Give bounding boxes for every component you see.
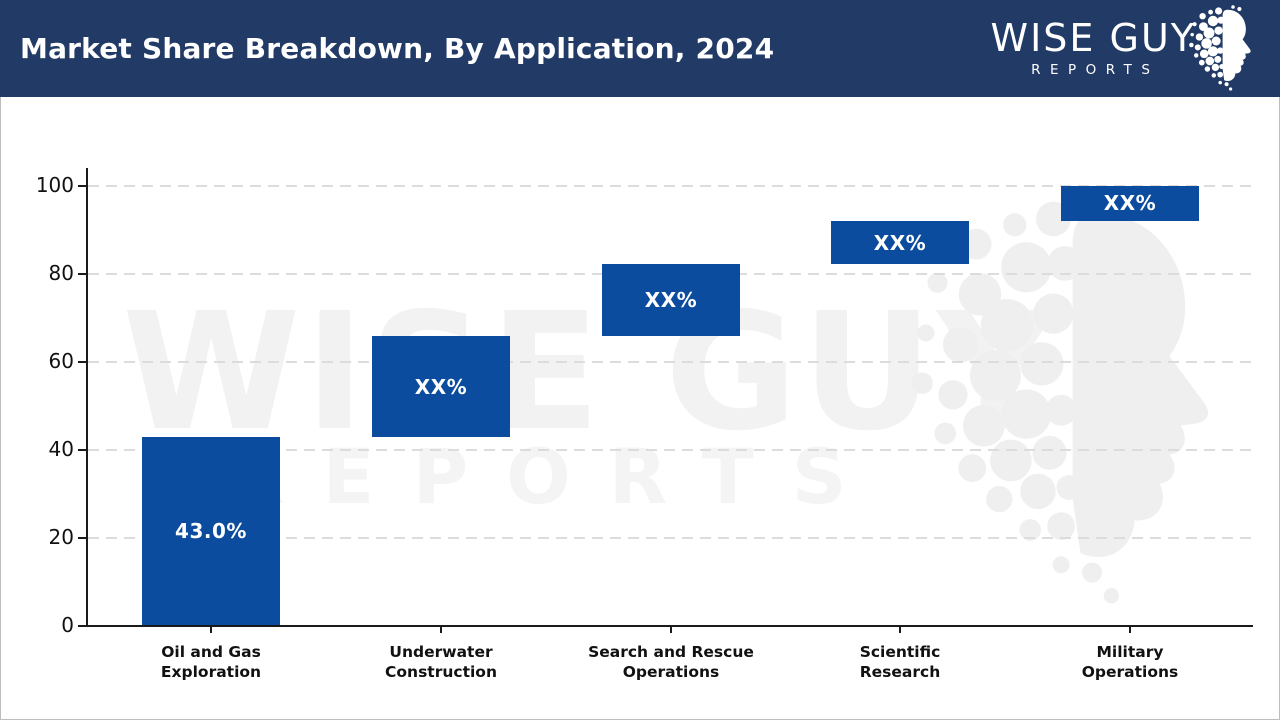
y-axis-tick-label: 100 — [35, 173, 74, 197]
bar: XX% — [372, 336, 510, 437]
watermark-subtext: REPORTS — [226, 432, 885, 521]
page-title: Market Share Breakdown, By Application, … — [20, 32, 775, 65]
brand-logo-text: WISE GUY REPORTS — [991, 19, 1196, 78]
x-axis-label: Oil and Gas Exploration — [160, 643, 262, 682]
bar-value-label: XX% — [873, 230, 927, 255]
x-axis-tick — [899, 626, 901, 633]
x-axis-line — [86, 625, 1253, 627]
y-axis-tick — [78, 273, 87, 275]
x-axis-label: Underwater Construction — [385, 643, 497, 682]
bar-value-label: XX% — [1103, 191, 1157, 216]
y-axis-tick-label: 20 — [48, 525, 74, 549]
bar: XX% — [831, 220, 969, 265]
bar-value-label: XX% — [644, 288, 698, 313]
x-axis-tick — [670, 626, 672, 633]
x-axis-tick — [440, 626, 442, 633]
y-axis-tick — [78, 361, 87, 363]
x-axis-label: Search and Rescue Operations — [588, 643, 754, 682]
gridline — [88, 361, 1253, 363]
y-axis-tick — [78, 537, 87, 539]
brand-logo: WISE GUY REPORTS — [991, 5, 1258, 93]
bar-value-label: XX% — [414, 374, 468, 399]
x-axis-label: Military Operations — [1081, 643, 1179, 682]
gridline — [88, 537, 1253, 539]
bar-value-label: 43.0% — [175, 519, 247, 544]
x-axis-tick — [1129, 626, 1131, 633]
bar: 43.0% — [142, 436, 280, 626]
watermark-wordmark: WISE GUY — [122, 279, 1059, 467]
x-axis-tick — [210, 626, 212, 633]
y-axis-tick — [78, 449, 87, 451]
dotted-head-icon — [1184, 5, 1258, 93]
bar: XX% — [602, 264, 740, 337]
logo-wordmark: WISE GUY — [990, 16, 1196, 60]
y-axis-tick-label: 40 — [48, 437, 74, 461]
y-axis-tick-label: 0 — [61, 613, 74, 637]
bar: XX% — [1061, 186, 1199, 221]
y-axis-tick-label: 80 — [48, 261, 74, 285]
x-axis-label: Scientific Research — [859, 643, 941, 682]
y-axis-tick — [78, 625, 87, 627]
logo-subtext: REPORTS — [1031, 62, 1160, 78]
gridline — [88, 449, 1253, 451]
y-axis-tick-label: 60 — [48, 349, 74, 373]
gridline — [88, 185, 1253, 187]
header: Market Share Breakdown, By Application, … — [0, 0, 1280, 97]
y-axis-line — [86, 168, 88, 627]
y-axis-tick — [78, 185, 87, 187]
